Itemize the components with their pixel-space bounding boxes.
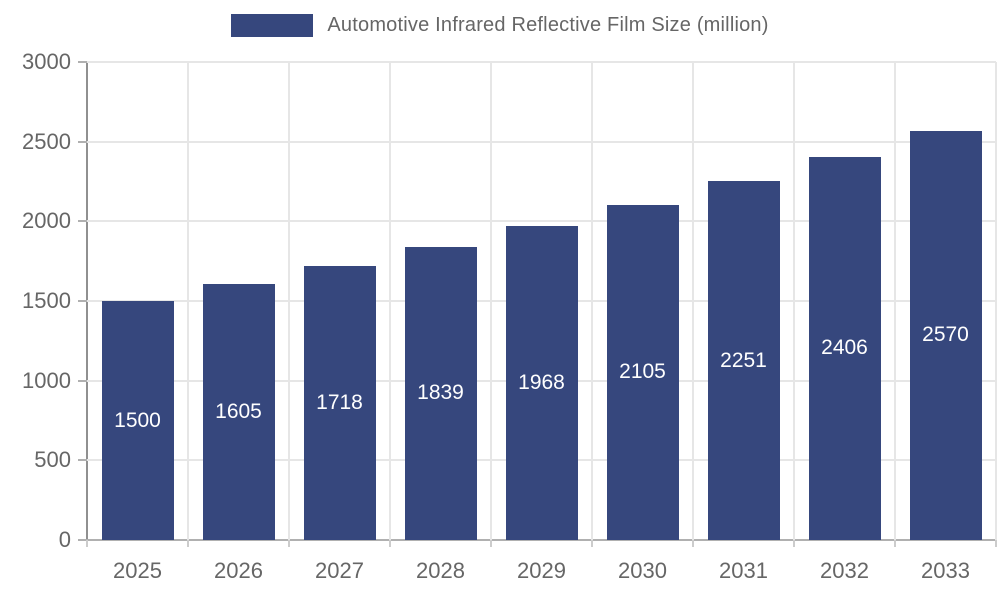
bar-value-label: 2570 <box>922 323 969 347</box>
y-tick-label: 500 <box>34 447 71 473</box>
bar <box>303 266 376 540</box>
x-tick-label: 2029 <box>517 558 566 583</box>
y-tick-label: 1500 <box>22 288 71 313</box>
gridline-v <box>187 62 189 540</box>
bar-value-label: 1968 <box>518 371 565 395</box>
y-tick-label: 3000 <box>22 49 71 74</box>
bar-value-label: 1718 <box>316 391 363 415</box>
bar-value-label: 2406 <box>821 336 868 360</box>
legend-swatch <box>231 14 314 37</box>
bar <box>606 204 679 540</box>
x-tick-label: 2033 <box>921 558 970 583</box>
x-tick-mark <box>591 540 593 547</box>
y-tick-label: 0 <box>58 527 71 552</box>
y-tick-mark <box>78 300 87 302</box>
y-tick-mark <box>78 459 87 462</box>
gridline-v <box>591 62 593 540</box>
y-tick-label: 1000 <box>22 367 71 393</box>
bar <box>505 226 578 540</box>
gridline-h <box>87 220 996 223</box>
y-tick-mark <box>78 61 87 63</box>
x-tick-label: 2028 <box>416 558 465 583</box>
x-tick-mark <box>995 540 997 547</box>
gridline-v <box>692 62 694 540</box>
x-tick-mark <box>692 540 694 547</box>
legend[interactable]: Automotive Infrared Reflective Film Size… <box>0 14 1000 37</box>
gridline-v <box>490 62 492 540</box>
gridline-v <box>288 62 290 540</box>
gridline-v <box>793 62 795 540</box>
x-tick-mark <box>187 540 189 547</box>
x-tick-label: 2025 <box>113 558 162 583</box>
x-tick-mark <box>389 540 391 547</box>
x-tick-mark <box>490 540 492 547</box>
bar-value-label: 2251 <box>720 348 767 372</box>
y-tick-mark <box>78 140 87 143</box>
y-tick-label: 2000 <box>22 208 71 234</box>
legend-label: Automotive Infrared Reflective Film Size… <box>327 14 769 36</box>
x-tick-label: 2026 <box>214 558 263 583</box>
gridline-v <box>995 62 997 540</box>
x-tick-mark <box>793 540 795 547</box>
y-tick-label: 2500 <box>22 128 71 154</box>
x-tick-mark <box>86 540 88 547</box>
x-tick-label: 2031 <box>719 558 768 583</box>
y-tick-mark <box>78 539 87 541</box>
gridline-v <box>894 62 896 540</box>
x-tick-label: 2032 <box>820 558 869 583</box>
bar-value-label: 2105 <box>619 360 666 384</box>
bar <box>808 156 881 540</box>
bar-value-label: 1839 <box>417 381 464 405</box>
bar <box>707 181 780 540</box>
bar <box>404 247 477 540</box>
gridline-v <box>389 62 391 540</box>
x-tick-label: 2030 <box>618 558 667 583</box>
gridline-h <box>87 140 996 143</box>
plot-area: 0 500 1000 1500 2000 2500 3000 1500 2025 1605 2026… <box>22 49 997 583</box>
x-tick-mark <box>894 540 896 547</box>
bar <box>909 130 982 540</box>
x-tick-mark <box>288 540 290 547</box>
y-tick-mark <box>78 220 87 223</box>
x-tick-label: 2027 <box>315 558 364 583</box>
gridline-h <box>87 61 996 63</box>
y-tick-mark <box>78 379 87 382</box>
bar <box>202 284 275 540</box>
x-axis-line <box>86 539 997 541</box>
bar-value-label: 1500 <box>114 408 161 432</box>
bar-value-label: 1605 <box>215 400 262 424</box>
bar <box>101 301 174 540</box>
